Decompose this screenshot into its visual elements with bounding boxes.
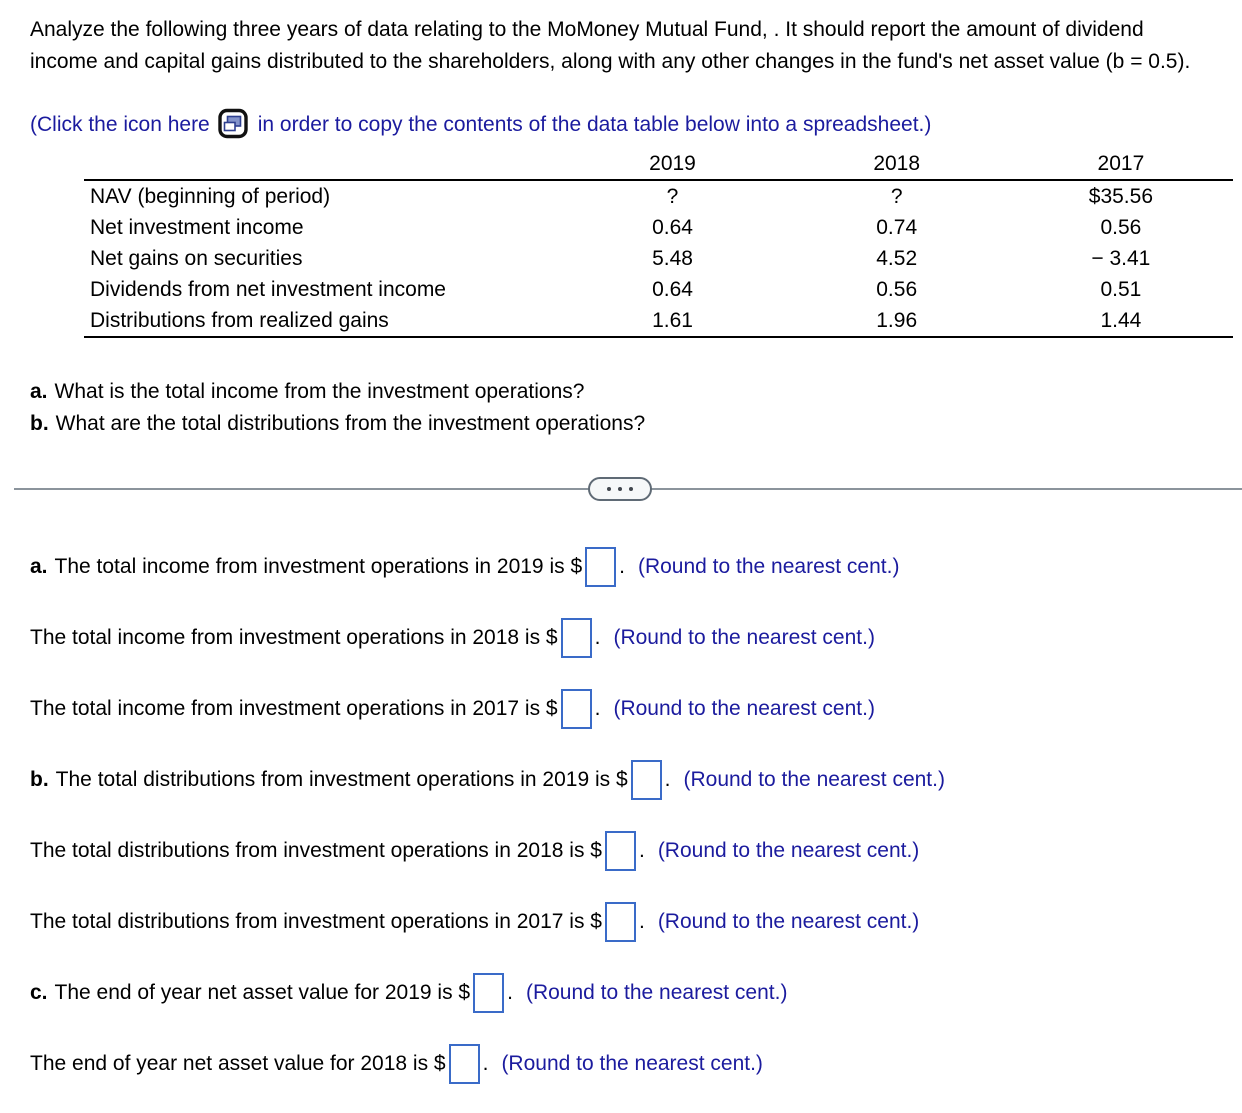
answer-text: The end of year net asset value for 2019… — [54, 981, 471, 1004]
year-header-2017: 2017 — [1008, 148, 1233, 181]
answer-text: The total income from investment operati… — [54, 555, 583, 578]
answer-section: a. The total income from investment opera… — [30, 547, 1242, 1084]
answer-text: The total distributions from investment … — [30, 910, 602, 933]
cell-value: 0.64 — [652, 278, 693, 301]
answer-input-distributions-2017[interactable] — [604, 902, 636, 942]
cell-value: 0.56 — [876, 278, 918, 301]
answer-input-distributions-2018[interactable] — [604, 831, 636, 871]
answer-suffix: . — [664, 768, 671, 791]
cell-value: 1.44 — [1008, 305, 1233, 338]
answer-input-distributions-2019[interactable] — [630, 760, 662, 800]
answer-suffix: . — [638, 910, 645, 933]
copy-to-spreadsheet-icon — [218, 108, 248, 142]
table-row-net-investment-income: Net investment income 0.64 0.74 0.56 — [84, 212, 1233, 243]
round-hint: (Round to the nearest cent.) — [637, 555, 900, 578]
question-list: a. What is the total income from the inve… — [30, 376, 1242, 440]
round-hint: (Round to the nearest cent.) — [501, 1052, 763, 1075]
expand-collapse-button[interactable] — [588, 477, 652, 501]
answer-row-income-2017: The total income from investment operati… — [30, 689, 1242, 729]
answer-suffix: . — [638, 839, 645, 862]
answer-text: The total income from investment operati… — [30, 626, 558, 649]
cell-value: 0.51 — [1100, 278, 1142, 301]
answer-input-income-2019[interactable] — [585, 547, 617, 587]
answer-suffix: . — [594, 626, 601, 649]
table-header-empty — [84, 148, 561, 181]
copy-to-spreadsheet-button[interactable] — [218, 108, 248, 142]
copy-instruction: (Click the icon here in order to copy th… — [30, 108, 1242, 142]
answer-input-nav-2018[interactable] — [448, 1044, 480, 1084]
row-label: Dividends from net investment income — [90, 278, 446, 301]
cell-value: 0.64 — [652, 216, 693, 239]
round-hint: (Round to the nearest cent.) — [657, 910, 920, 933]
section-divider — [0, 476, 1242, 502]
table-header-row: 2019 2018 2017 — [84, 148, 1233, 181]
table-row-dividends: Dividends from net investment income 0.6… — [84, 274, 1233, 305]
answer-row-distributions-2018: The total distributions from investment … — [30, 831, 1242, 871]
cell-value: − 3.41 — [1091, 247, 1151, 270]
answer-suffix: . — [507, 981, 513, 1004]
answer-text: The end of year net asset value for 2018… — [30, 1052, 446, 1075]
copy-instruction-after: in order to copy the contents of the dat… — [257, 113, 932, 136]
cell-value: ? — [890, 185, 903, 208]
round-hint: (Round to the nearest cent.) — [657, 839, 920, 862]
answer-row-income-2019: a. The total income from investment opera… — [30, 547, 1242, 587]
round-hint: (Round to the nearest cent.) — [613, 697, 875, 720]
year-header-2019: 2019 — [560, 148, 785, 181]
row-label: NAV (beginning of period) — [90, 185, 331, 208]
answer-input-income-2017[interactable] — [560, 689, 592, 729]
question-b: b. What are the total distributions from … — [30, 408, 1242, 440]
question-a-text: What is the total income from the invest… — [54, 380, 585, 403]
row-label: Net gains on securities — [90, 247, 303, 270]
ellipsis-dot — [629, 487, 633, 491]
answer-text: The total distributions from investment … — [55, 768, 628, 791]
fund-data-table: 2019 2018 2017 NAV (beginning of period)… — [84, 148, 1233, 338]
cell-value: 1.61 — [560, 305, 785, 338]
cell-value: ? — [666, 185, 679, 208]
answer-row-nav-2019: c. The end of year net asset value for 20… — [30, 973, 1242, 1013]
answer-prefix: c. — [30, 981, 48, 1004]
answer-row-income-2018: The total income from investment operati… — [30, 618, 1242, 658]
answer-text: The total income from investment operati… — [30, 697, 558, 720]
question-b-text: What are the total distributions from th… — [55, 412, 646, 435]
answer-input-income-2018[interactable] — [560, 618, 592, 658]
answer-text: The total distributions from investment … — [30, 839, 602, 862]
ellipsis-dot — [618, 487, 622, 491]
question-b-prefix: b. — [30, 412, 49, 435]
question-a-prefix: a. — [30, 380, 48, 403]
answer-prefix: b. — [30, 768, 49, 791]
question-a: a. What is the total income from the inve… — [30, 376, 1242, 408]
cell-value: 5.48 — [652, 247, 693, 270]
cell-value: $35.56 — [1088, 185, 1153, 208]
year-header-2018: 2018 — [784, 148, 1009, 181]
copy-instruction-before: (Click the icon here — [30, 113, 210, 136]
answer-row-nav-2018: The end of year net asset value for 2018… — [30, 1044, 1242, 1084]
table-row-distributions: Distributions from realized gains 1.61 1… — [84, 305, 1233, 338]
table-row-nav: NAV (beginning of period) ? ? $35.56 — [84, 180, 1233, 212]
answer-input-nav-2019[interactable] — [473, 973, 505, 1013]
cell-value: 0.74 — [876, 216, 918, 239]
round-hint: (Round to the nearest cent.) — [683, 768, 945, 791]
answer-suffix: . — [619, 555, 625, 578]
row-label: Distributions from realized gains — [84, 305, 561, 338]
answer-prefix: a. — [30, 555, 48, 578]
round-hint: (Round to the nearest cent.) — [525, 981, 788, 1004]
cell-value: 0.56 — [1100, 216, 1142, 239]
cell-value: 4.52 — [876, 247, 918, 270]
round-hint: (Round to the nearest cent.) — [613, 626, 875, 649]
answer-suffix: . — [594, 697, 601, 720]
answer-suffix: . — [482, 1052, 489, 1075]
row-label: Net investment income — [90, 216, 304, 239]
answer-row-distributions-2017: The total distributions from investment … — [30, 902, 1242, 942]
table-row-net-gains: Net gains on securities 5.48 4.52 − 3.41 — [84, 243, 1233, 274]
cell-value: 1.96 — [784, 305, 1009, 338]
answer-row-distributions-2019: b. The total distributions from investmen… — [30, 760, 1242, 800]
ellipsis-dot — [607, 487, 611, 491]
problem-statement: Analyze the following three years of dat… — [30, 18, 1191, 73]
